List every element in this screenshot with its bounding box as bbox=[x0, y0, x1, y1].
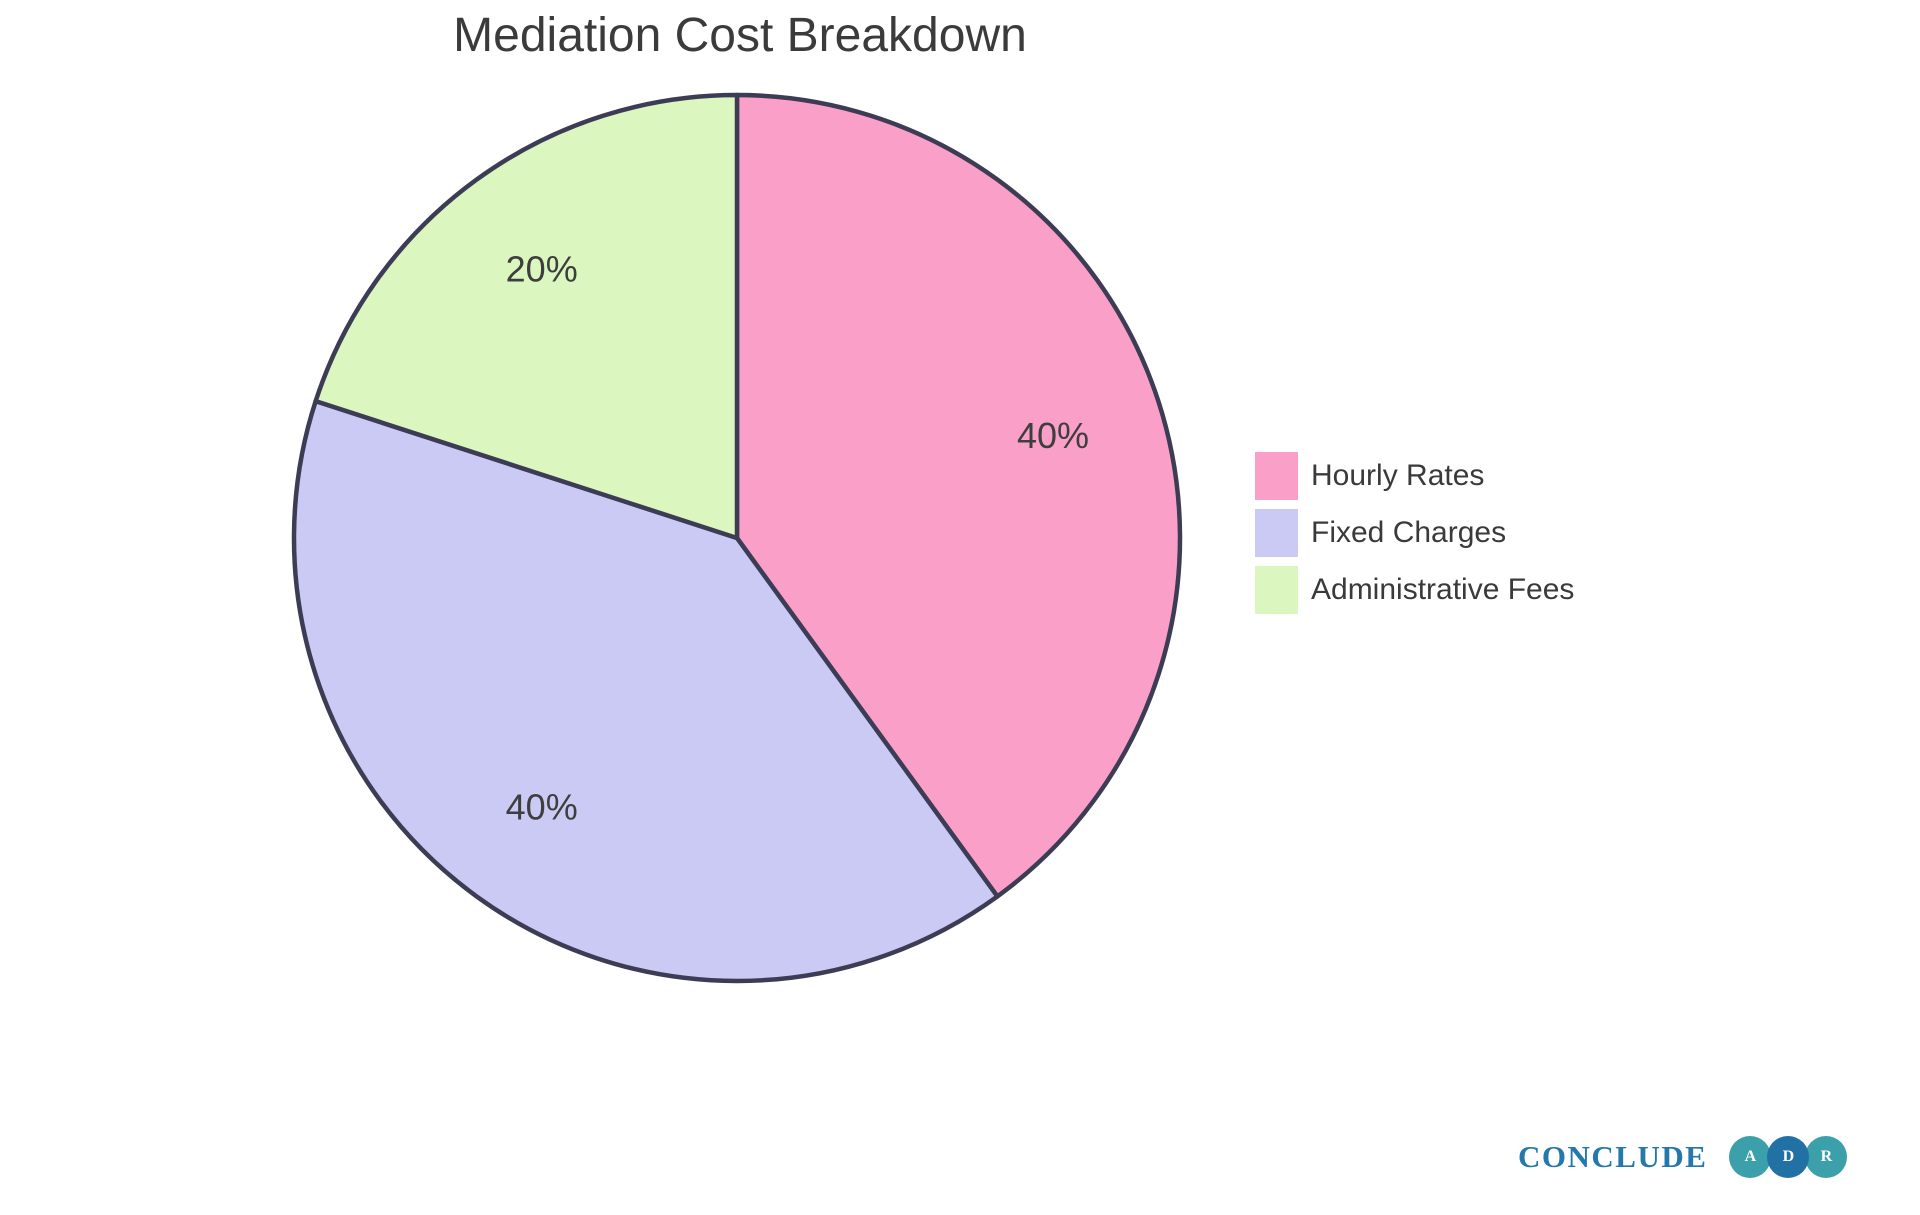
legend-item-fixed-charges[interactable]: Fixed Charges bbox=[1255, 509, 1574, 557]
conclude-wordmark: CONCLUDE bbox=[1518, 1139, 1708, 1174]
legend: Hourly Rates Fixed Charges Administrativ… bbox=[1255, 452, 1574, 614]
legend-item-administrative-fees[interactable]: Administrative Fees bbox=[1255, 566, 1574, 614]
badge-letter-a: A bbox=[1729, 1136, 1772, 1178]
badge-letter-d: D bbox=[1767, 1136, 1810, 1178]
legend-item-hourly-rates[interactable]: Hourly Rates bbox=[1255, 452, 1574, 500]
legend-swatch-administrative-fees bbox=[1255, 566, 1298, 614]
legend-label: Hourly Rates bbox=[1311, 459, 1485, 492]
pie-slice-administrative-fees[interactable] bbox=[313, 92, 740, 541]
adr-badge-row: A D R bbox=[1729, 1132, 1849, 1182]
legend-label: Administrative Fees bbox=[1311, 573, 1575, 606]
pie-slice-percent-label: 40% bbox=[1017, 415, 1089, 456]
pie-slice-hourly-rates[interactable] bbox=[734, 92, 1183, 899]
pie-slice-percent-label: 20% bbox=[506, 249, 578, 290]
legend-swatch-hourly-rates bbox=[1255, 452, 1298, 500]
legend-label: Fixed Charges bbox=[1311, 516, 1507, 549]
badge-letter-r: R bbox=[1805, 1136, 1848, 1178]
conclude-adr-logo: CONCLUDE A D R bbox=[1518, 1132, 1849, 1182]
legend-swatch-fixed-charges bbox=[1255, 509, 1298, 557]
pie-slice-percent-label: 40% bbox=[506, 786, 578, 827]
pie-slice-fixed-charges[interactable] bbox=[291, 398, 1000, 984]
chart-title: Mediation Cost Breakdown bbox=[453, 9, 1027, 62]
